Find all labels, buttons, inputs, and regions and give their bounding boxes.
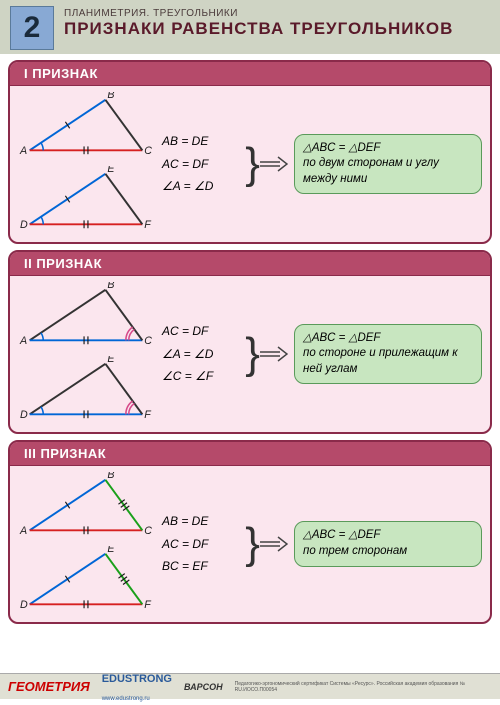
criterion-section: III ПРИЗНАК A B C D E F AB = DEAC = DFBC = E… xyxy=(8,440,492,624)
result-box: △ABC = △DEF по двум сторонам и углу межд… xyxy=(294,134,482,195)
implies-arrow-icon xyxy=(258,535,288,553)
section-body: A B C D E F AB = DEAC = DFBC = EF } △ABC = △… xyxy=(10,466,490,622)
section-body: A B C D E F AB = DEAC = DF∠A = ∠D } △ABC = △… xyxy=(10,86,490,242)
sections-container: I ПРИЗНАК A B C D E F AB = DEAC = DF∠A = ∠D … xyxy=(0,60,500,624)
triangle-diagram: D E F xyxy=(18,356,154,426)
result-column: △ABC = △DEF по двум сторонам и углу межд… xyxy=(294,134,482,195)
congruence-statement: △ABC = △DEF xyxy=(303,331,473,347)
section-body: A B C D E F AC = DF∠A = ∠D∠C = ∠F } △ABC = △… xyxy=(10,276,490,432)
lesson-number: 2 xyxy=(10,6,54,50)
svg-text:B: B xyxy=(107,282,114,291)
svg-text:E: E xyxy=(107,356,115,365)
triangles-column: A B C D E F xyxy=(18,92,156,236)
congruence-statement: △ABC = △DEF xyxy=(303,141,473,157)
equation: ∠C = ∠F xyxy=(162,365,252,388)
poster: 2 ПЛАНИМЕТРИЯ. ТРЕУГОЛЬНИКИ ПРИЗНАКИ РАВ… xyxy=(0,0,500,699)
criterion-section: I ПРИЗНАК A B C D E F AB = DEAC = DF∠A = ∠D … xyxy=(8,60,492,244)
equations-column: AB = DEAC = DF∠A = ∠D } xyxy=(162,130,252,198)
brand2-label: EDUSTRONG xyxy=(102,673,172,685)
svg-text:C: C xyxy=(144,145,152,157)
triangles-column: A B C D E F xyxy=(18,282,156,426)
svg-text:C: C xyxy=(144,335,152,347)
triangle-diagram: A B C xyxy=(18,92,154,162)
header-text: ПЛАНИМЕТРИЯ. ТРЕУГОЛЬНИКИ ПРИЗНАКИ РАВЕН… xyxy=(64,6,490,39)
arrow-column xyxy=(258,535,288,553)
brace-icon: } xyxy=(245,502,260,586)
footer-brand-varson: ВАРСОН xyxy=(184,682,223,692)
equation: AB = DE xyxy=(162,130,252,153)
result-description: по трем сторонам xyxy=(303,544,473,560)
svg-text:E: E xyxy=(107,546,115,555)
triangle-diagram: D E F xyxy=(18,166,154,236)
subtitle: ПЛАНИМЕТРИЯ. ТРЕУГОЛЬНИКИ xyxy=(64,8,490,19)
svg-text:C: C xyxy=(144,525,152,537)
equation: AC = DF xyxy=(162,153,252,176)
svg-text:F: F xyxy=(144,599,152,611)
footer-fineprint: Педагогико-эргономический сертификат Сис… xyxy=(235,681,492,693)
congruence-statement: △ABC = △DEF xyxy=(303,528,473,544)
result-column: △ABC = △DEF по стороне и прилежащим к не… xyxy=(294,324,482,385)
equations-column: AC = DF∠A = ∠D∠C = ∠F } xyxy=(162,320,252,388)
footer-brand-geometry: ГЕОМЕТРИЯ xyxy=(8,679,90,694)
equations-column: AB = DEAC = DFBC = EF } xyxy=(162,510,252,578)
equation: ∠A = ∠D xyxy=(162,343,252,366)
svg-text:D: D xyxy=(20,409,28,421)
arrow-column xyxy=(258,345,288,363)
svg-text:F: F xyxy=(144,219,152,231)
criterion-section: II ПРИЗНАК A B C D E F AC = DF∠A = ∠D∠C = ∠F… xyxy=(8,250,492,434)
equation: AC = DF xyxy=(162,533,252,556)
svg-text:B: B xyxy=(107,472,114,481)
svg-text:A: A xyxy=(19,335,27,347)
section-header: II ПРИЗНАК xyxy=(10,252,490,276)
svg-text:D: D xyxy=(20,219,28,231)
svg-text:A: A xyxy=(19,145,27,157)
result-box: △ABC = △DEF по стороне и прилежащим к не… xyxy=(294,324,482,385)
brace-icon: } xyxy=(245,122,260,206)
equation: BC = EF xyxy=(162,555,252,578)
equation: AB = DE xyxy=(162,510,252,533)
page-title: ПРИЗНАКИ РАВЕНСТВА ТРЕУГОЛЬНИКОВ xyxy=(64,19,490,39)
result-description: по двум сторонам и углу между ними xyxy=(303,156,473,187)
brace-icon: } xyxy=(245,312,260,396)
svg-text:D: D xyxy=(20,599,28,611)
triangles-column: A B C D E F xyxy=(18,472,156,616)
equation: ∠A = ∠D xyxy=(162,175,252,198)
triangle-diagram: A B C xyxy=(18,282,154,352)
triangle-diagram: A B C xyxy=(18,472,154,542)
svg-text:E: E xyxy=(107,166,115,175)
footer: ГЕОМЕТРИЯ EDUSTRONG www.edustrong.ru ВАР… xyxy=(0,673,500,699)
result-description: по стороне и прилежащим к ней углам xyxy=(303,346,473,377)
footer-brand-edustrong: EDUSTRONG www.edustrong.ru xyxy=(102,669,172,705)
implies-arrow-icon xyxy=(258,345,288,363)
svg-text:B: B xyxy=(107,92,114,101)
header: 2 ПЛАНИМЕТРИЯ. ТРЕУГОЛЬНИКИ ПРИЗНАКИ РАВ… xyxy=(0,0,500,54)
triangle-diagram: D E F xyxy=(18,546,154,616)
section-header: III ПРИЗНАК xyxy=(10,442,490,466)
section-header: I ПРИЗНАК xyxy=(10,62,490,86)
svg-text:F: F xyxy=(144,409,152,421)
implies-arrow-icon xyxy=(258,155,288,173)
arrow-column xyxy=(258,155,288,173)
svg-text:A: A xyxy=(19,525,27,537)
result-box: △ABC = △DEF по трем сторонам xyxy=(294,521,482,566)
result-column: △ABC = △DEF по трем сторонам xyxy=(294,521,482,566)
equation: AC = DF xyxy=(162,320,252,343)
